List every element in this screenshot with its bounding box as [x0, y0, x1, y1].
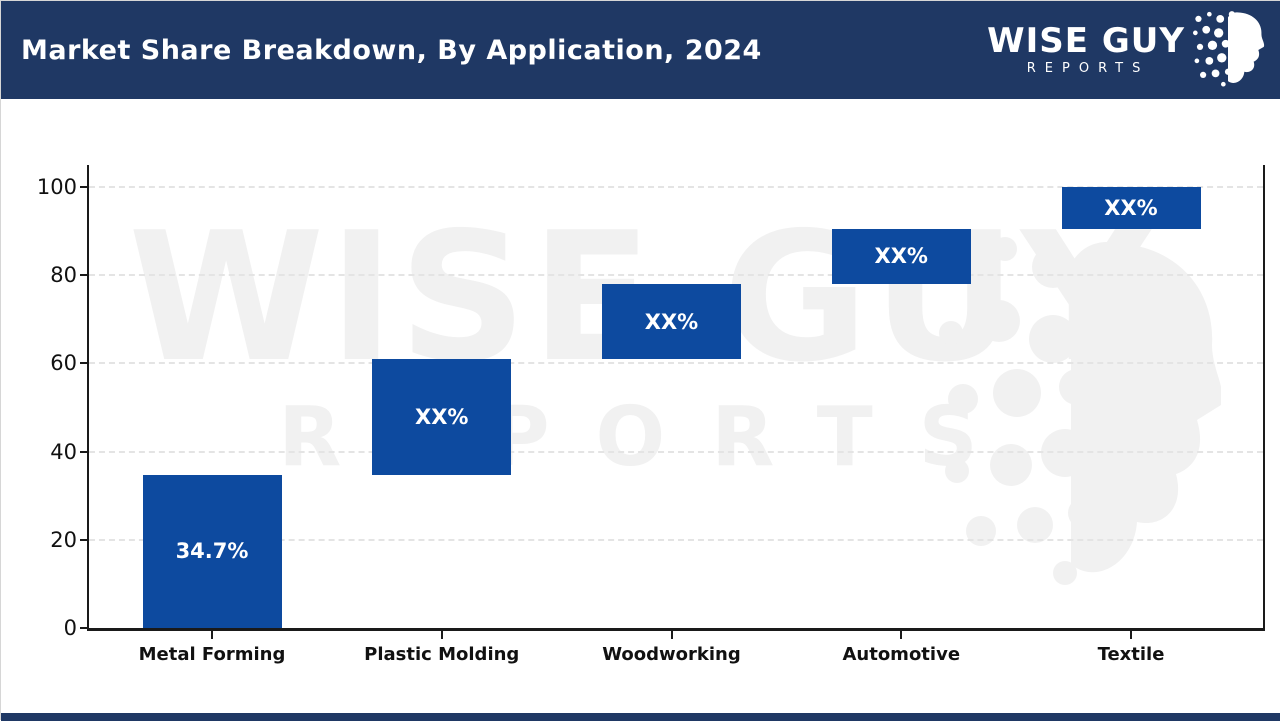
- watermark-face-graphic: [939, 237, 1221, 585]
- bar-value-label: XX%: [415, 404, 469, 429]
- y-axis-line: [87, 165, 89, 628]
- logo-face-icon: [1193, 11, 1265, 87]
- y-tick-label-20: 20: [50, 527, 77, 552]
- gridline-60: [89, 362, 1263, 365]
- logo-subtitle: REPORTS: [1026, 61, 1150, 76]
- y-tick-label-0: 0: [63, 616, 77, 640]
- x-tick-2: [670, 630, 673, 639]
- wise-guy-reports-logo: WISE GUY REPORTS: [987, 8, 1267, 92]
- logo-text: WISE GUY REPORTS: [987, 24, 1185, 76]
- footer-bar: [1, 713, 1280, 721]
- y-tick-40: [80, 450, 89, 453]
- x-tick-4: [1130, 630, 1132, 639]
- gridline-20: [89, 538, 1263, 541]
- page-title: Market Share Breakdown, By Application, …: [21, 34, 762, 66]
- waterfall-chart: WISE GUY REPORTS 0 20 40 60 80 100 34.7% Metal …: [1, 99, 1280, 714]
- y-tick-20: [80, 538, 89, 541]
- y-tick-0: [80, 627, 89, 629]
- bar-plastic-molding: XX%: [372, 358, 512, 475]
- x-category-label: Metal Forming: [138, 644, 286, 665]
- x-category-label: Woodworking: [602, 644, 741, 665]
- right-axis-line: [1263, 165, 1265, 628]
- x-category-label: Automotive: [842, 644, 961, 665]
- bar-automotive: XX%: [831, 228, 971, 285]
- bar-value-label: 34.7%: [175, 539, 249, 564]
- x-tick-3: [900, 630, 903, 639]
- y-tick-label-80: 80: [50, 263, 77, 288]
- x-category-label: Textile: [1097, 644, 1165, 665]
- x-tick-1: [440, 630, 443, 639]
- y-tick-60: [80, 362, 89, 365]
- gridline-100: [89, 186, 1263, 188]
- y-tick-80: [80, 274, 89, 277]
- y-tick-label-100: 100: [36, 175, 77, 199]
- y-tick-label-40: 40: [50, 439, 77, 464]
- header-bar: Market Share Breakdown, By Application, …: [1, 1, 1280, 99]
- gridline-80: [89, 274, 1263, 277]
- x-category-label: Plastic Molding: [364, 644, 520, 665]
- y-tick-label-60: 60: [50, 351, 77, 376]
- x-tick-0: [211, 630, 213, 639]
- bar-value-label: XX%: [644, 309, 699, 334]
- bar-textile: XX%: [1061, 187, 1201, 229]
- logo-wordmark: WISE GUY: [987, 21, 1185, 61]
- y-tick-100: [80, 186, 89, 188]
- x-axis-line: [87, 628, 1265, 631]
- gridline-40: [89, 450, 1263, 453]
- bar-metal-forming: 34.7%: [142, 474, 282, 628]
- bar-value-label: XX%: [874, 244, 928, 269]
- bar-value-label: XX%: [1104, 195, 1158, 220]
- bar-woodworking: XX%: [602, 284, 741, 359]
